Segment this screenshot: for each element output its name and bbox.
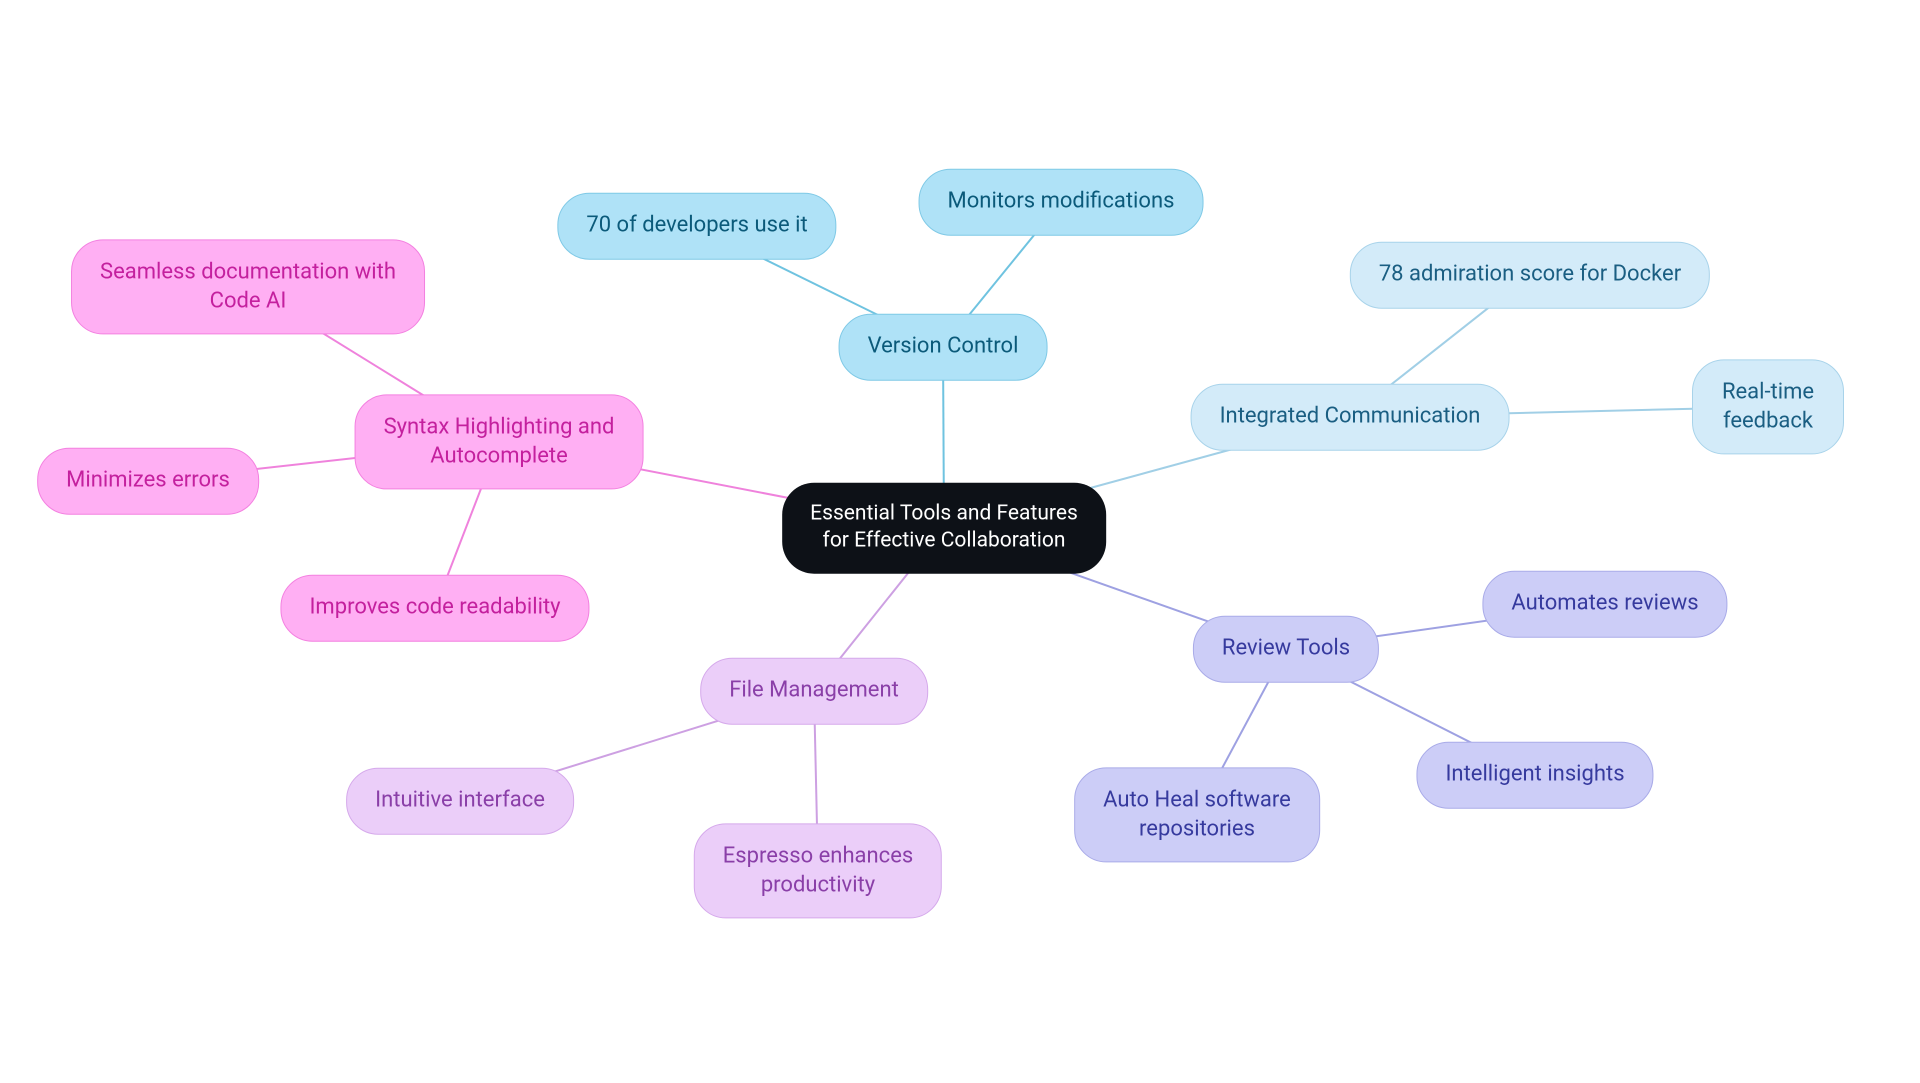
mindmap-canvas: Essential Tools and Features for Effecti… — [0, 0, 1920, 1083]
leaf-vc-monitors: Monitors modifications — [919, 169, 1204, 236]
leaf-sy-read: Improves code readability — [280, 575, 589, 642]
branch-integrated-comm: Integrated Communication — [1191, 384, 1510, 451]
leaf-rt-insights: Intelligent insights — [1416, 742, 1653, 809]
leaf-rt-heal: Auto Heal software repositories — [1074, 767, 1320, 862]
center-node: Essential Tools and Features for Effecti… — [782, 483, 1106, 574]
branch-review-tools: Review Tools — [1193, 616, 1379, 683]
leaf-fm-intuitive: Intuitive interface — [346, 768, 574, 835]
leaf-sy-doc: Seamless documentation with Code AI — [71, 239, 425, 334]
leaf-fm-espresso: Espresso enhances productivity — [694, 823, 942, 918]
leaf-ic-rtf: Real-time feedback — [1692, 359, 1844, 454]
branch-file-mgmt: File Management — [700, 658, 928, 725]
leaf-rt-auto: Automates reviews — [1482, 571, 1727, 638]
leaf-ic-78: 78 admiration score for Docker — [1350, 242, 1710, 309]
leaf-vc-70: 70 of developers use it — [557, 193, 836, 260]
branch-version-control: Version Control — [839, 314, 1048, 381]
branch-syntax: Syntax Highlighting and Autocomplete — [355, 394, 644, 489]
leaf-sy-errors: Minimizes errors — [37, 448, 259, 515]
